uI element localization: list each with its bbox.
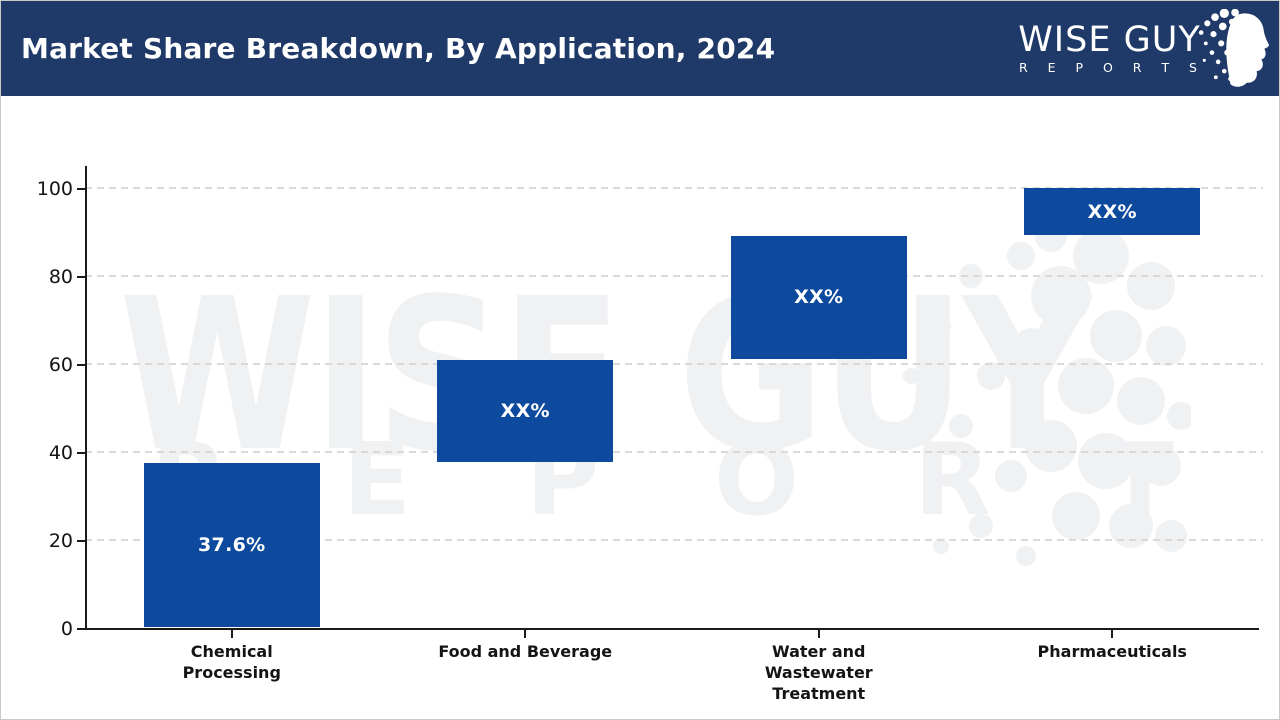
dotted-face-profile-icon bbox=[1198, 9, 1269, 87]
x-category-label: Pharmaceuticals bbox=[1037, 642, 1187, 661]
y-tick-label: 40 bbox=[48, 442, 73, 464]
brand-logo-text: WISE GUY R E P O R T S bbox=[1014, 21, 1205, 76]
x-category-label: Food and Beverage bbox=[438, 642, 613, 661]
bar-value-label: XX% bbox=[500, 399, 550, 422]
gridline bbox=[85, 187, 1263, 189]
y-tick-label: 100 bbox=[36, 178, 73, 200]
brand-subname: R E P O R T S bbox=[1018, 60, 1205, 76]
bar-value-label: 37.6% bbox=[198, 533, 266, 556]
y-tick-label: 60 bbox=[48, 354, 73, 376]
y-tick-mark bbox=[77, 628, 85, 630]
x-tick-mark bbox=[817, 630, 820, 638]
x-category-label: Water and Wastewater Treatment bbox=[764, 642, 873, 703]
gridline bbox=[85, 275, 1263, 277]
x-tick-mark bbox=[524, 630, 527, 638]
bar-segment: XX% bbox=[1024, 188, 1201, 236]
y-tick-mark bbox=[77, 276, 85, 278]
watermark-head-dots-icon bbox=[885, 220, 1191, 566]
bar-value-label: XX% bbox=[794, 286, 844, 309]
y-tick-mark bbox=[77, 452, 85, 454]
y-tick-mark bbox=[77, 188, 85, 190]
x-category-label: Chemical Processing bbox=[182, 642, 281, 682]
page-title: Market Share Breakdown, By Application, … bbox=[21, 32, 776, 65]
y-axis-spine bbox=[85, 166, 87, 630]
x-axis-line bbox=[85, 628, 1259, 630]
bar-segment: XX% bbox=[437, 359, 614, 462]
bar-segment: 37.6% bbox=[143, 462, 320, 627]
gridline bbox=[85, 451, 1263, 453]
brand-logo: WISE GUY R E P O R T S bbox=[1014, 9, 1269, 87]
gridline bbox=[85, 539, 1263, 541]
x-tick-mark bbox=[1111, 630, 1114, 638]
y-tick-mark bbox=[77, 364, 85, 366]
y-tick-mark bbox=[77, 540, 85, 542]
y-tick-label: 0 bbox=[60, 618, 73, 640]
gridline bbox=[85, 363, 1263, 365]
y-tick-label: 20 bbox=[48, 530, 73, 552]
x-tick-mark bbox=[230, 630, 233, 638]
y-tick-label: 80 bbox=[48, 266, 73, 288]
header-bar: Market Share Breakdown, By Application, … bbox=[1, 1, 1279, 96]
brand-name: WISE GUY bbox=[1018, 19, 1201, 60]
bar-value-label: XX% bbox=[1087, 200, 1137, 223]
bar-segment: XX% bbox=[730, 236, 907, 359]
